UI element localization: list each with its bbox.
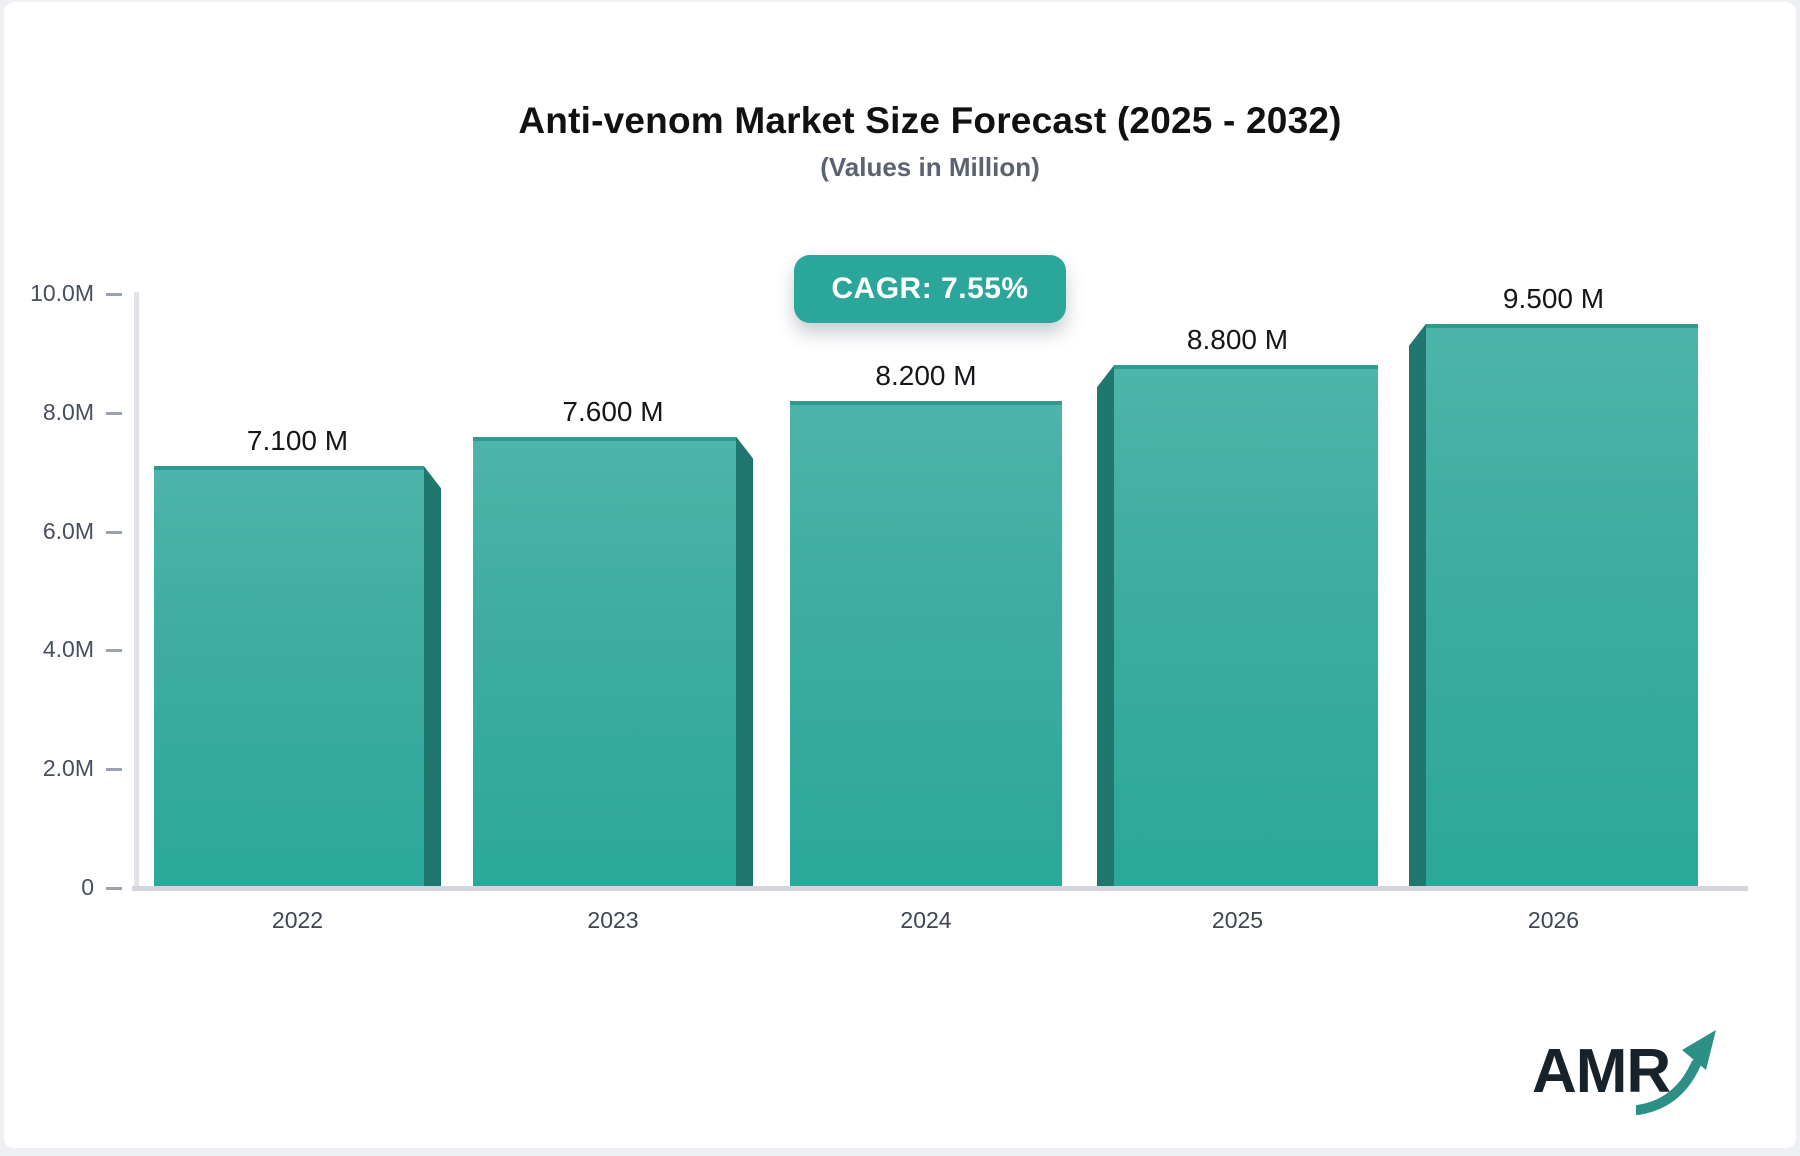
- y-tick-label: 8.0M: [42, 398, 94, 425]
- y-tick-label: 10.0M: [30, 280, 94, 306]
- bar-face: [1426, 323, 1698, 888]
- y-tick-label: 2.0M: [42, 755, 94, 782]
- y-tick-dash: [106, 649, 122, 653]
- amr-logo-text: AMR: [1532, 1037, 1671, 1106]
- bar-3d-side-shadow: [736, 436, 753, 888]
- bar-value-label: 8.800 M: [1186, 324, 1289, 356]
- y-tick-label: 0: [81, 874, 94, 900]
- bar-2024: [790, 400, 1062, 888]
- bar-face: [473, 436, 736, 888]
- y-tick-dash: [106, 411, 122, 415]
- y-tick-dash: [106, 887, 122, 890]
- y-tick-label: 6.0M: [42, 517, 94, 544]
- bar-value-label: 7.600 M: [562, 395, 664, 427]
- cagr-badge-label: CAGR: 7.55%: [831, 272, 1029, 305]
- bar-2026: [1409, 323, 1698, 888]
- bar-value-label: 7.100 M: [246, 425, 349, 457]
- x-axis-category-label: 2023: [587, 907, 639, 933]
- bar-3d-side-shadow: [424, 466, 441, 888]
- bar-value-label: 9.500 M: [1502, 282, 1605, 314]
- bar-face: [790, 400, 1062, 888]
- chart-subtitle: (Values in Million): [820, 152, 1040, 182]
- cagr-badge: CAGR: 7.55%: [794, 255, 1066, 323]
- bar-2022: [154, 466, 441, 888]
- y-tick-dash: [106, 293, 122, 296]
- y-axis-line: [134, 292, 139, 889]
- bar-face: [1114, 365, 1378, 888]
- x-axis-category-label: 2025: [1211, 907, 1264, 933]
- x-axis-category-label: 2026: [1527, 907, 1580, 933]
- bar-2023: [473, 436, 753, 888]
- bar-2025: [1097, 365, 1378, 888]
- x-axis-category-label: 2024: [900, 907, 952, 933]
- amr-logo: AMR: [1532, 1030, 1722, 1126]
- bar-face: [154, 466, 424, 888]
- x-axis-baseline: [132, 886, 1748, 891]
- chart-title: Anti-venom Market Size Forecast (2025 - …: [518, 100, 1342, 141]
- bar-value-label: 8.200 M: [875, 359, 977, 391]
- y-tick-dash: [106, 768, 122, 772]
- chart-card: Anti-venom Market Size Forecast (2025 - …: [4, 2, 1796, 1148]
- x-axis-category-label: 2022: [271, 907, 324, 933]
- y-tick-label: 4.0M: [42, 636, 94, 663]
- bar-3d-side-shadow: [1097, 365, 1114, 888]
- y-tick-dash: [106, 530, 122, 534]
- bar-3d-side-shadow: [1409, 323, 1426, 888]
- growth-arrow-icon: [1636, 1030, 1716, 1115]
